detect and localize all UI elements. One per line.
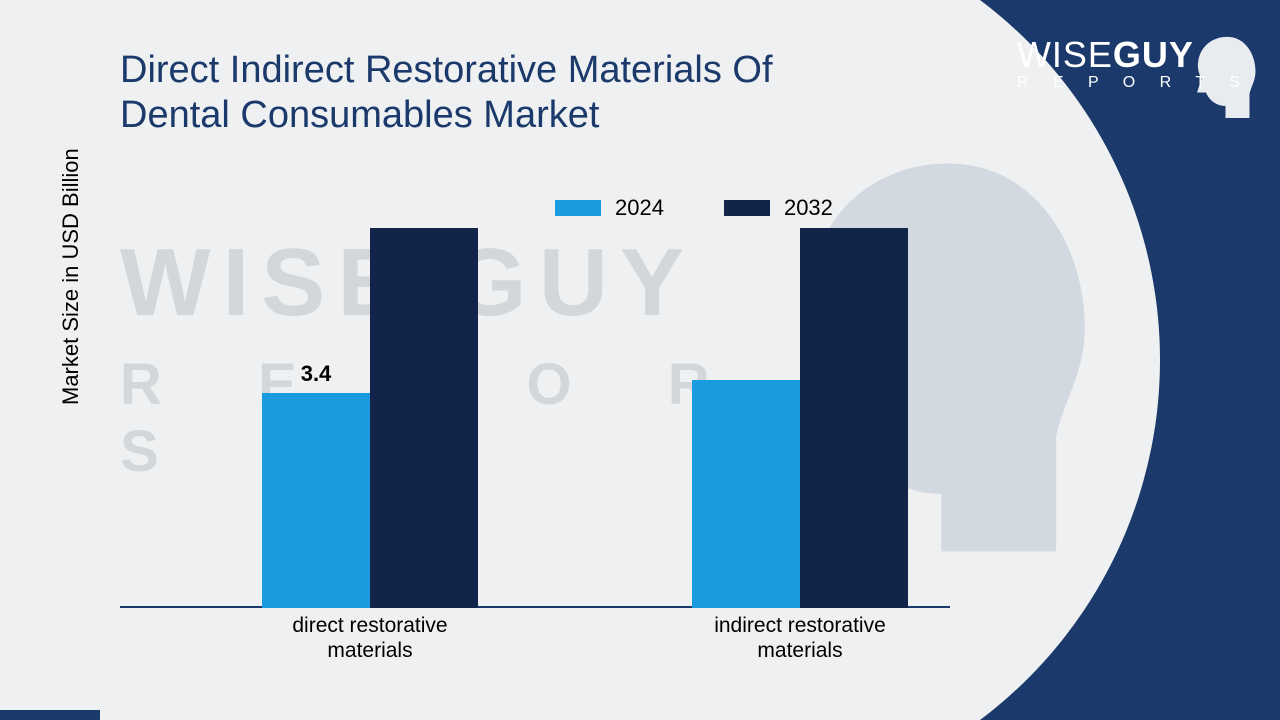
bar [370, 228, 478, 608]
bar: 3.4 [262, 393, 370, 608]
bar-group: indirect restorative materials [692, 228, 908, 608]
brand-name-a: WISE [1017, 34, 1113, 75]
chart-title: Direct Indirect Restorative Materials Of… [120, 48, 860, 138]
y-axis-label: Market Size in USD Billion [58, 148, 84, 405]
legend-item: 2024 [555, 195, 664, 221]
legend-item: 2032 [724, 195, 833, 221]
bar-group: 3.4direct restorative materials [262, 228, 478, 608]
plot-area: 3.4direct restorative materials indirect … [120, 228, 950, 608]
bar-value-label: 3.4 [262, 361, 370, 393]
brand-sub: R E P O R T S [1017, 74, 1250, 92]
legend-swatch [555, 200, 601, 216]
legend-label: 2032 [784, 195, 833, 221]
chart-card: WISE GUY R E P O R T S Direct Indirect R… [0, 0, 1280, 720]
brand-logo-text: WISEGUY R E P O R T S [1017, 34, 1250, 92]
bottom-accent-bar [0, 710, 100, 720]
x-axis-category-label: direct restorative materials [250, 608, 490, 664]
bar [800, 228, 908, 608]
legend: 2024 2032 [555, 195, 833, 221]
brand-name-b: GUY [1113, 34, 1194, 75]
x-axis-category-label: indirect restorative materials [680, 608, 920, 664]
legend-label: 2024 [615, 195, 664, 221]
bar [692, 380, 800, 608]
legend-swatch [724, 200, 770, 216]
